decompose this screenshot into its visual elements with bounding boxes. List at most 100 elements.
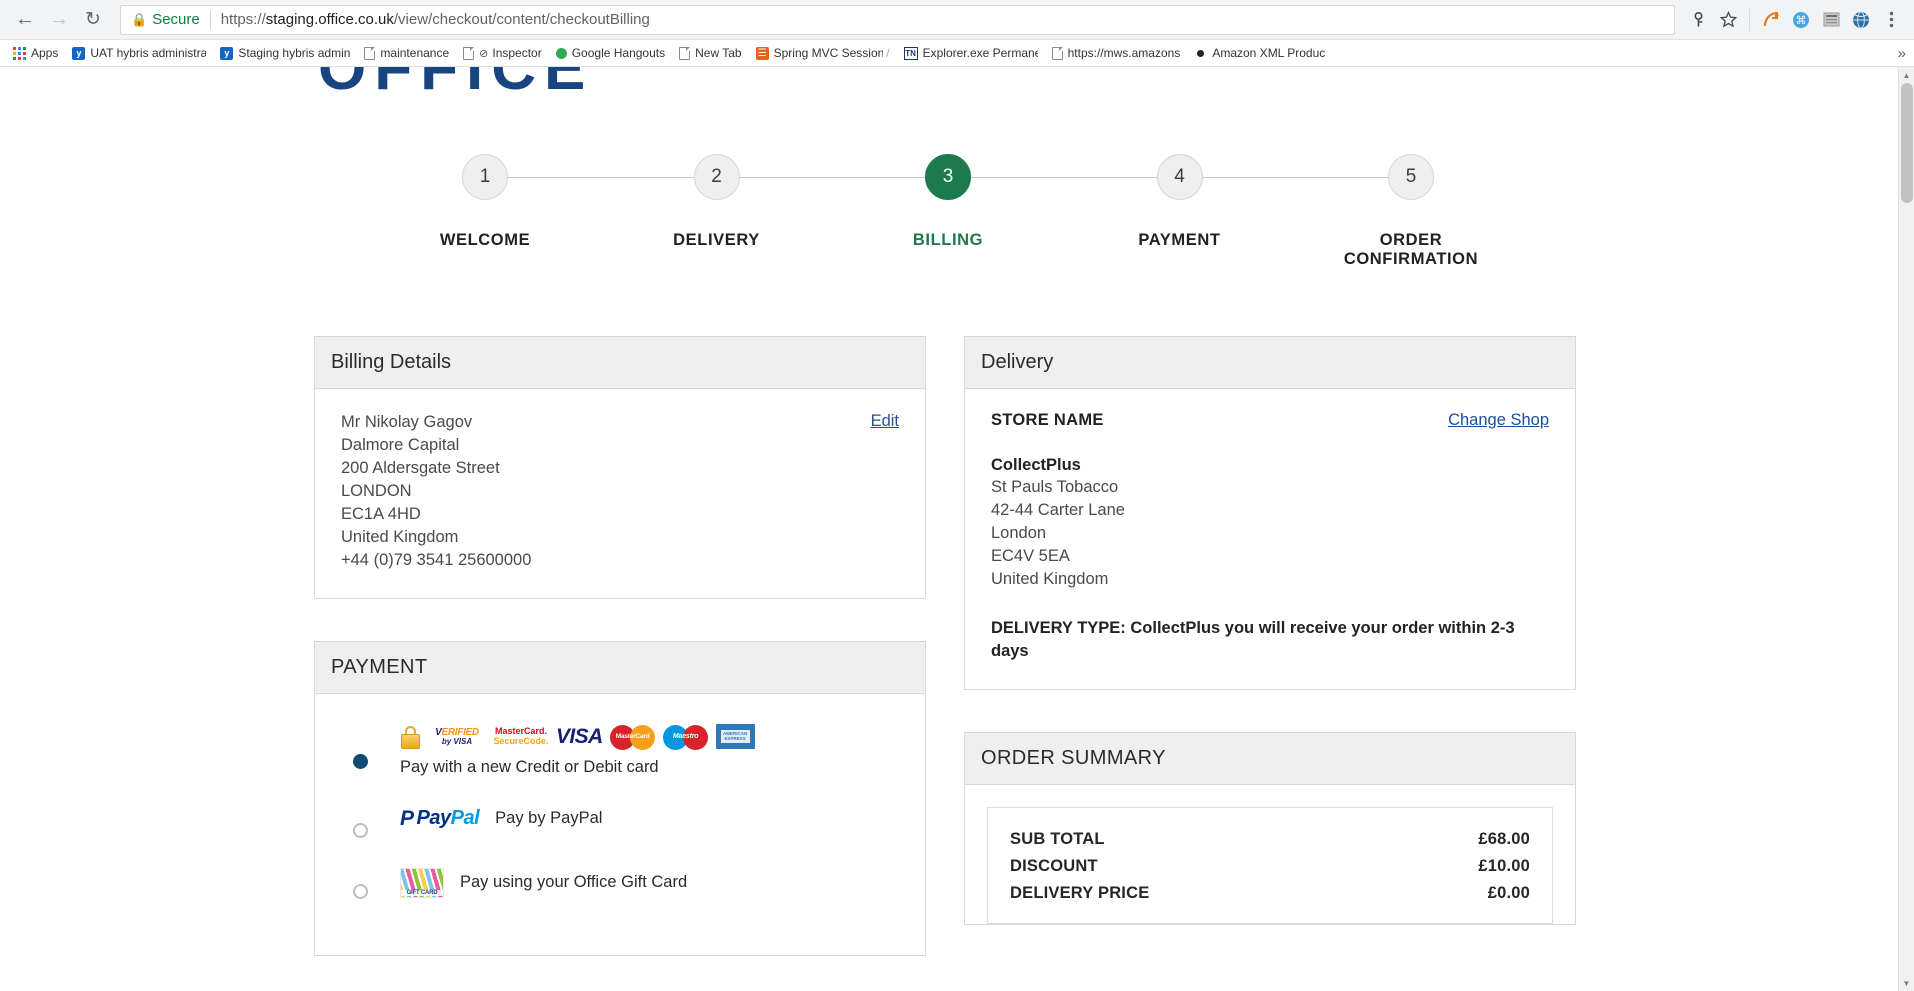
mastercard-logo: MasterCard [609, 724, 656, 750]
step-number: 3 [925, 154, 971, 200]
progress-step-order-confirmation[interactable]: 5 ORDER CONFIRMATION [1313, 145, 1509, 270]
bookmark-label: Google Hangouts [571, 46, 666, 60]
bookmark-google-hangouts[interactable]: Google Hangouts [549, 42, 672, 64]
omnibox-divider [209, 10, 211, 29]
change-shop-link[interactable]: Change Shop [1448, 410, 1549, 429]
extensions-divider [1749, 8, 1750, 31]
billing-details-heading: Billing Details [315, 336, 925, 389]
delivery-type-text: DELIVERY TYPE: CollectPlus you will rece… [991, 618, 1515, 660]
forward-arrow-icon[interactable]: → [49, 8, 69, 30]
toolbar-icons: ⌘ [1683, 5, 1906, 35]
scroll-up-arrow-icon[interactable]: ▲ [1902, 70, 1911, 80]
bookmark-label: maintenance [380, 46, 450, 60]
site-logo[interactable]: OFFICE [0, 67, 1890, 97]
payment-option-paypal[interactable]: P Pay Pal Pay by PayPal [341, 807, 899, 838]
back-arrow-icon[interactable]: ← [15, 8, 35, 30]
payment-option-credit-debit-card[interactable]: VERIFIED by VISA MasterCard. SecureCode.… [341, 724, 899, 777]
billing-address: Mr Nikolay Gagov Dalmore Capital 200 Ald… [341, 411, 531, 572]
summary-value: £0.00 [1487, 883, 1530, 902]
store-address-line: St Pauls Tobacco [991, 477, 1119, 496]
security-label: Secure [152, 11, 200, 28]
bookmark-label: New Tab [695, 46, 742, 60]
bookmark-label: Inspector [492, 46, 542, 60]
checkout-progress-tracker: 1 WELCOME 2 DELIVERY 3 BILLING 4 PAYMENT… [381, 145, 1509, 270]
billing-details-body: Mr Nikolay Gagov Dalmore Capital 200 Ald… [315, 389, 925, 598]
store-address-line: 42-44 Carter Lane [991, 500, 1125, 519]
bookmark-uat-hybris[interactable]: y UAT hybris administra [65, 42, 213, 64]
page-icon [364, 46, 376, 60]
url-path: /view/checkout/content/checkoutBilling [393, 11, 650, 28]
page-icon [1051, 46, 1063, 60]
edit-billing-address-link[interactable]: Edit [870, 411, 899, 430]
bookmark-spring-mvc-session[interactable]: ☰ Spring MVC Session / [749, 42, 897, 64]
browser-toolbar: ← → ↻ 🔒 Secure https://staging.office.co… [0, 0, 1914, 40]
summary-label: DELIVERY PRICE [1010, 883, 1150, 902]
inspector-icon [463, 46, 475, 60]
payment-option-label: Pay with a new Credit or Debit card [400, 757, 659, 776]
bookmark-explorer-exe[interactable]: TN Explorer.exe Permane [897, 42, 1045, 64]
page-scrollbar[interactable]: ▲ ▼ [1898, 67, 1914, 991]
bookmark-label: Apps [31, 46, 59, 60]
site-logo-text: OFFICE [318, 67, 593, 97]
billing-address-line: Mr Nikolay Gagov [341, 412, 473, 431]
scrollbar-thumb[interactable] [1901, 83, 1913, 203]
bookmark-amazon-xml-product[interactable]: Amazon XML Produc [1187, 42, 1332, 64]
bookmark-apps[interactable]: Apps [6, 42, 65, 64]
checkout-columns: Billing Details Mr Nikolay Gagov Dalmore… [314, 335, 1576, 991]
svg-text:⌘: ⌘ [1796, 15, 1807, 27]
address-bar[interactable]: 🔒 Secure https://staging.office.co.uk/vi… [120, 4, 1675, 35]
billing-address-line: Dalmore Capital [341, 435, 460, 454]
delivery-card: Delivery STORE NAME Change Shop CollectP… [964, 335, 1576, 690]
bullet-icon [1194, 49, 1207, 57]
american-express-logo: AMERICAN EXPRESS [715, 724, 755, 750]
reader-extension-icon[interactable] [1816, 5, 1846, 35]
payment-option-label: Pay using your Office Gift Card [460, 873, 688, 892]
chrome-menu-icon[interactable] [1876, 5, 1906, 35]
payment-radio-credit-debit-card[interactable] [353, 753, 368, 769]
star-icon[interactable] [1713, 5, 1743, 35]
bookmark-label: Explorer.exe Permane [922, 46, 1038, 60]
scroll-down-arrow-icon[interactable]: ▼ [1902, 978, 1911, 988]
bookmarks-overflow-button[interactable]: » [1897, 44, 1906, 62]
delivery-heading: Delivery [965, 336, 1575, 389]
lock-icon [400, 725, 421, 749]
billing-address-line: United Kingdom [341, 527, 459, 546]
store-address-line: EC4V 5EA [991, 546, 1070, 565]
payment-radio-gift-card[interactable] [353, 883, 368, 899]
tn-icon: TN [903, 46, 918, 60]
payment-radio-paypal[interactable] [353, 822, 368, 838]
store-address-line: United Kingdom [991, 569, 1109, 588]
bookmark-new-tab[interactable]: New Tab [672, 42, 748, 64]
order-summary-card: ORDER SUMMARY SUB TOTAL £68.00 DISCOUNT … [964, 731, 1576, 925]
step-number: 1 [462, 154, 508, 200]
step-label: DELIVERY [673, 231, 760, 249]
maestro-logo: Maestro [662, 724, 709, 750]
bookmark-staging-hybris[interactable]: y Staging hybris admin [213, 42, 357, 64]
bookmark-mws-amazon[interactable]: https://mws.amazons [1045, 42, 1188, 64]
progress-step-payment[interactable]: 4 PAYMENT [1082, 145, 1278, 270]
bookmark-label: Spring MVC Session [773, 46, 884, 60]
summary-value: £10.00 [1478, 856, 1530, 875]
progress-step-delivery[interactable]: 2 DELIVERY [619, 145, 815, 270]
payment-card: PAYMENT VERIFIED [314, 640, 926, 956]
reload-icon[interactable]: ↻ [85, 9, 101, 30]
progress-step-billing[interactable]: 3 BILLING [850, 145, 1046, 270]
payment-option-label: Pay by PayPal [495, 809, 603, 828]
verified-by-visa-logo: VERIFIED by VISA [428, 725, 486, 748]
command-extension-icon[interactable]: ⌘ [1786, 5, 1816, 35]
progress-step-welcome[interactable]: 1 WELCOME [387, 145, 583, 270]
bookmark-inspector[interactable]: ⊘ Inspector [456, 42, 549, 64]
bookmark-label: Amazon XML Produc [1212, 46, 1326, 60]
globe-extension-icon[interactable] [1846, 5, 1876, 35]
order-summary-body: SUB TOTAL £68.00 DISCOUNT £10.00 DELIVER… [965, 785, 1575, 924]
store-name-label: STORE NAME [991, 410, 1104, 429]
bookmark-label: Staging hybris admin [238, 46, 351, 60]
payment-body: VERIFIED by VISA MasterCard. SecureCode.… [315, 694, 925, 955]
key-icon[interactable] [1683, 5, 1713, 35]
step-number: 2 [693, 154, 740, 200]
browser-extension-icon[interactable] [1756, 5, 1786, 35]
lock-icon: 🔒 [131, 12, 148, 27]
bookmark-maintenance[interactable]: maintenance [357, 42, 456, 64]
payment-option-gift-card[interactable]: GIFT CARD Pay using your Office Gift Car… [341, 867, 899, 899]
step-label: PAYMENT [1138, 231, 1221, 249]
